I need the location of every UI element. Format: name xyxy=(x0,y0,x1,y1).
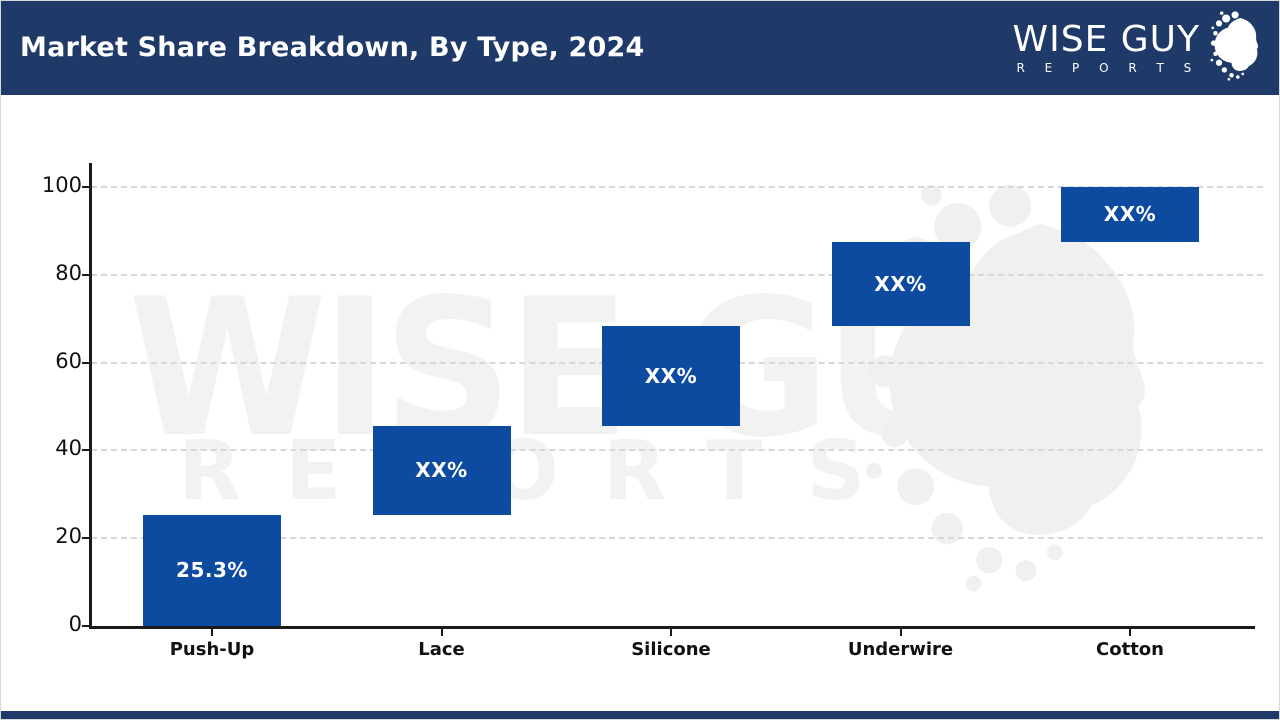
y-tick-label-80: 80 xyxy=(55,260,82,285)
logo-wordmark: WISE GUY xyxy=(1012,19,1200,61)
x-tick-cotton xyxy=(1129,629,1131,636)
bar-value-label: XX% xyxy=(874,272,927,297)
y-tick-0 xyxy=(82,625,91,627)
y-tick-80 xyxy=(82,273,91,276)
bar-value-label: XX% xyxy=(644,363,698,388)
logo-text: WISE GUY R E P O R T S xyxy=(1013,21,1201,75)
y-tick-20 xyxy=(82,537,91,540)
y-tick-label-0: 0 xyxy=(68,612,82,636)
x-tick-silicone xyxy=(670,629,672,636)
bar-value-label: XX% xyxy=(1103,202,1157,227)
bar-value-label: 25.3% xyxy=(176,558,248,583)
x-tick-push-up xyxy=(211,629,213,636)
y-tick-100 xyxy=(82,186,91,188)
x-tick-lace xyxy=(440,629,443,636)
y-tick-label-100: 100 xyxy=(41,173,82,197)
grid-line-100 xyxy=(91,186,1263,188)
bar-silicone: XX% xyxy=(602,326,740,426)
bar-underwire: XX% xyxy=(831,241,970,327)
grid-line-80 xyxy=(91,273,1263,276)
chart-title: Market Share Breakdown, By Type, 2024 xyxy=(20,32,645,63)
x-tick-label-underwire: Underwire xyxy=(847,639,954,660)
x-tick-label-lace: Lace xyxy=(418,639,465,660)
y-tick-60 xyxy=(82,361,91,364)
grid-line-20 xyxy=(91,537,1263,540)
footer-bar xyxy=(0,711,1280,720)
x-tick-label-push-up: Push-Up xyxy=(169,639,255,660)
x-tick-underwire xyxy=(899,629,902,636)
wise-guy-logo: WISE GUY R E P O R T S xyxy=(1013,8,1265,88)
x-axis-line xyxy=(89,626,1255,629)
y-tick-label-60: 60 xyxy=(55,348,82,373)
bar-lace: XX% xyxy=(372,425,511,515)
bar-value-label: XX% xyxy=(415,458,468,483)
y-tick-40 xyxy=(82,449,91,452)
watermark-text-2: REPORTS xyxy=(178,424,910,519)
y-tick-label-40: 40 xyxy=(55,436,82,461)
logo-head-icon xyxy=(1210,11,1259,81)
header-bar: Market Share Breakdown, By Type, 2024 WI… xyxy=(0,0,1280,95)
y-axis-line xyxy=(89,163,92,629)
bar-cotton: XX% xyxy=(1061,187,1199,242)
x-tick-label-cotton: Cotton xyxy=(1096,639,1164,660)
x-tick-label-silicone: Silicone xyxy=(631,639,711,660)
y-tick-label-20: 20 xyxy=(55,524,82,549)
logo-subtext: R E P O R T S xyxy=(1016,60,1200,75)
bar-push-up: 25.3% xyxy=(143,514,281,626)
grid-line-40 xyxy=(91,449,1263,452)
